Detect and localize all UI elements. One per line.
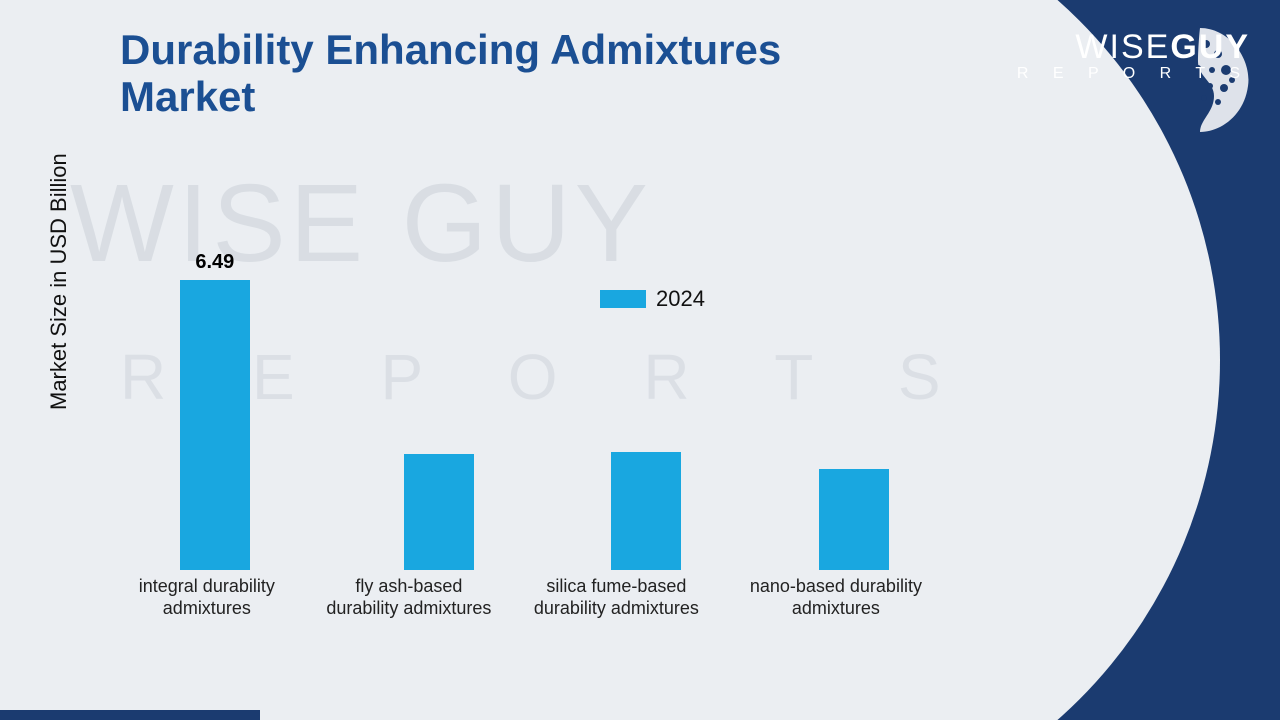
bar-3 xyxy=(819,469,889,570)
bar-0: 6.49 xyxy=(180,280,250,570)
bars-container: 6.49 xyxy=(130,140,960,570)
brand-logo: WISEGUY R E P O R T S xyxy=(1017,28,1250,83)
plot-area: 6.49 xyxy=(130,140,960,570)
x-label-0: integral durability admixtures xyxy=(117,576,297,619)
brand-word-2: GUY xyxy=(1170,28,1250,66)
bottom-accent-bar xyxy=(0,710,260,720)
x-label-3: nano-based durability admixtures xyxy=(746,576,926,619)
bar-2 xyxy=(611,452,681,570)
bar-1 xyxy=(404,454,474,570)
stage: WISEGUY R E P O R T S Durability Enhanci… xyxy=(0,0,1280,720)
x-label-2: silica fume-based durability admixtures xyxy=(526,576,706,619)
x-label-1: fly ash-based durability admixtures xyxy=(319,576,499,619)
bar-value-0: 6.49 xyxy=(155,251,275,274)
bar-rect-1 xyxy=(404,454,474,570)
brand-line2: R E P O R T S xyxy=(1017,65,1250,83)
brand-word-1: WISE xyxy=(1075,28,1170,66)
bar-rect-0 xyxy=(180,280,250,570)
page-title: Durability Enhancing Admixtures Market xyxy=(120,26,840,120)
bar-chart: Market Size in USD Billion 2024 6.49 int… xyxy=(60,140,960,680)
bar-rect-2 xyxy=(611,452,681,570)
brand-line1: WISEGUY xyxy=(1017,28,1250,67)
y-axis-label: Market Size in USD Billion xyxy=(46,153,72,410)
bar-rect-3 xyxy=(819,469,889,570)
